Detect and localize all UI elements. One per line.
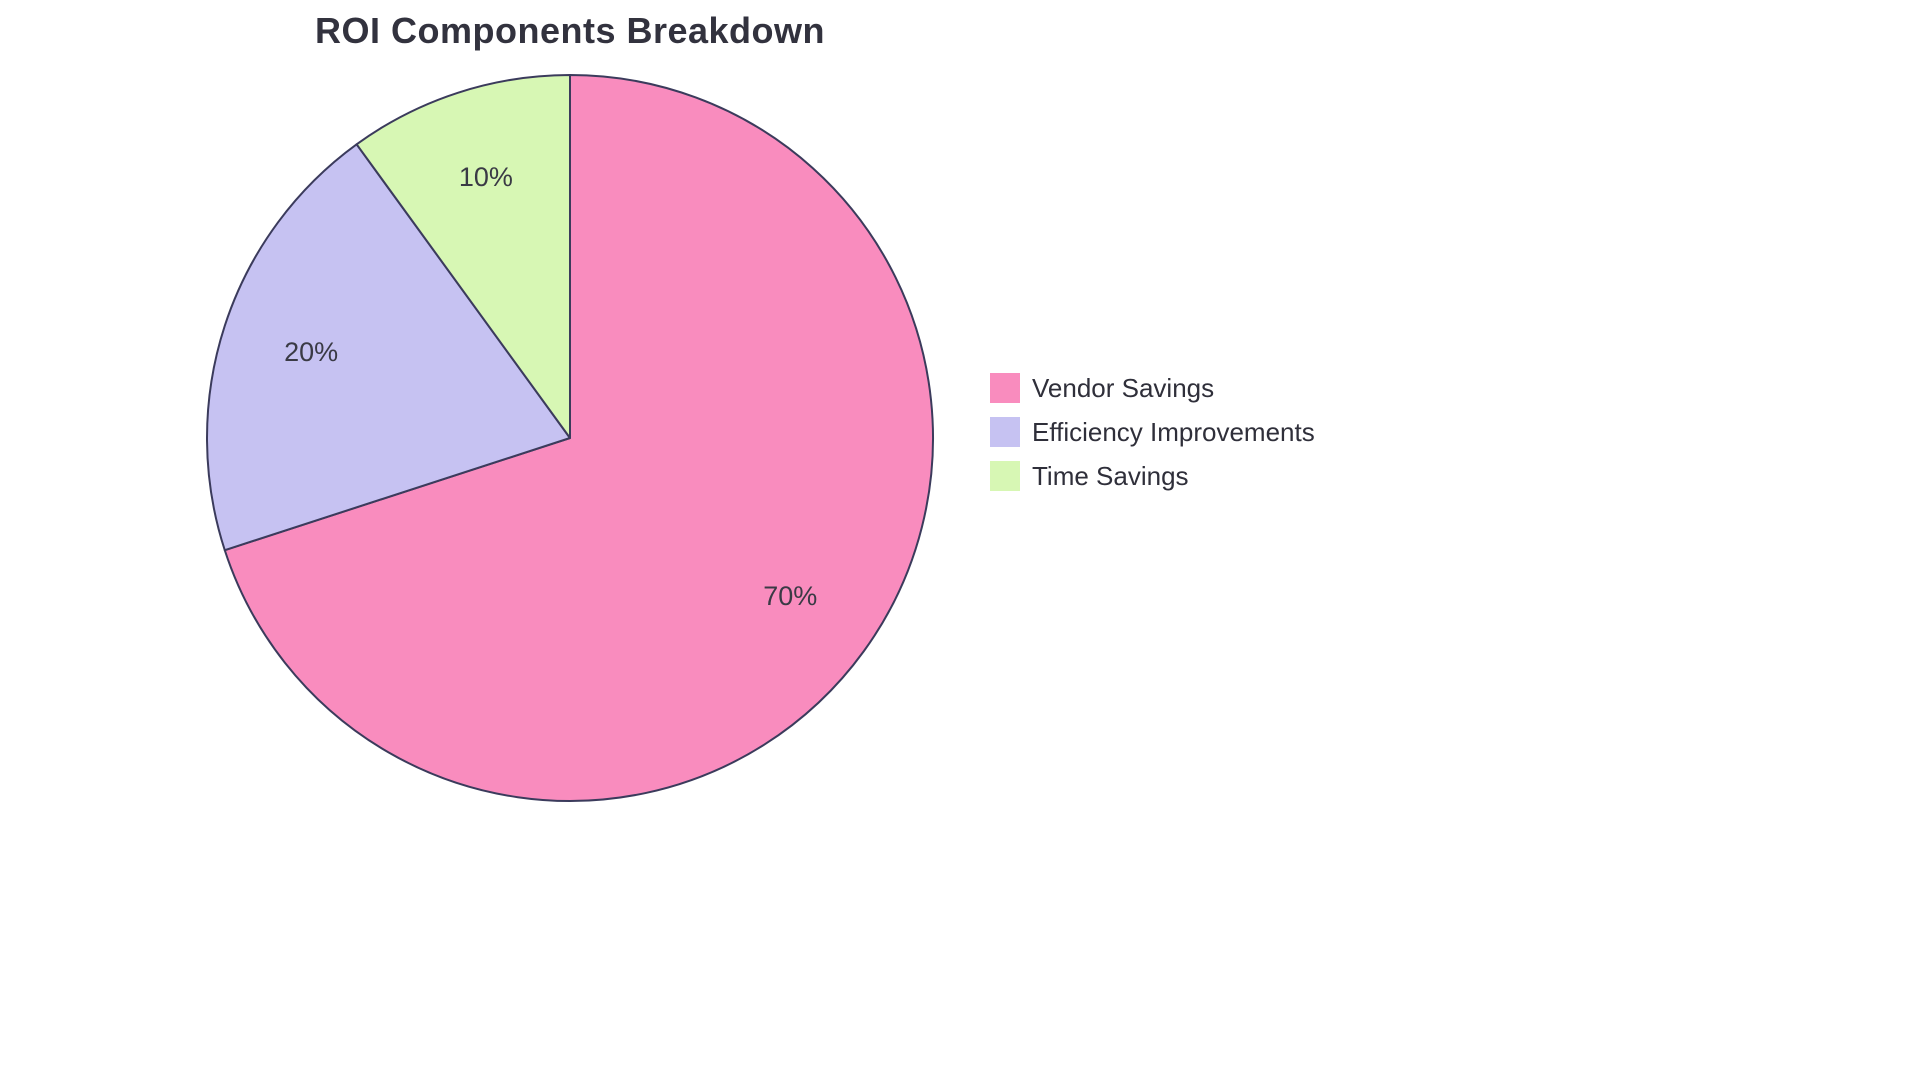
slice-percent-label-time-savings: 10% xyxy=(459,162,513,192)
legend-swatch-time-savings xyxy=(990,461,1020,491)
pie-slice-vendor-savings xyxy=(223,74,935,802)
legend-item-efficiency-improvements: Efficiency Improvements xyxy=(990,417,1315,447)
legend-swatch-vendor-savings xyxy=(990,373,1020,403)
legend: Vendor Savings Efficiency Improvements Tim… xyxy=(990,373,1315,505)
slice-percent-label-efficiency-improvements: 20% xyxy=(284,337,338,367)
chart-title: ROI Components Breakdown xyxy=(314,10,826,51)
legend-item-time-savings: Time Savings xyxy=(990,461,1315,491)
legend-label-vendor-savings: Vendor Savings xyxy=(1032,372,1215,403)
legend-item-vendor-savings: Vendor Savings xyxy=(990,373,1315,403)
legend-label-time-savings: Time Savings xyxy=(1032,460,1189,491)
pie-slice-efficiency-improvements xyxy=(206,143,571,552)
legend-swatch-efficiency-improvements xyxy=(990,417,1020,447)
slice-percent-label-vendor-savings: 70% xyxy=(763,581,817,611)
pie-slice-time-savings xyxy=(355,74,571,439)
legend-label-efficiency-improvements: Efficiency Improvements xyxy=(1032,416,1315,447)
